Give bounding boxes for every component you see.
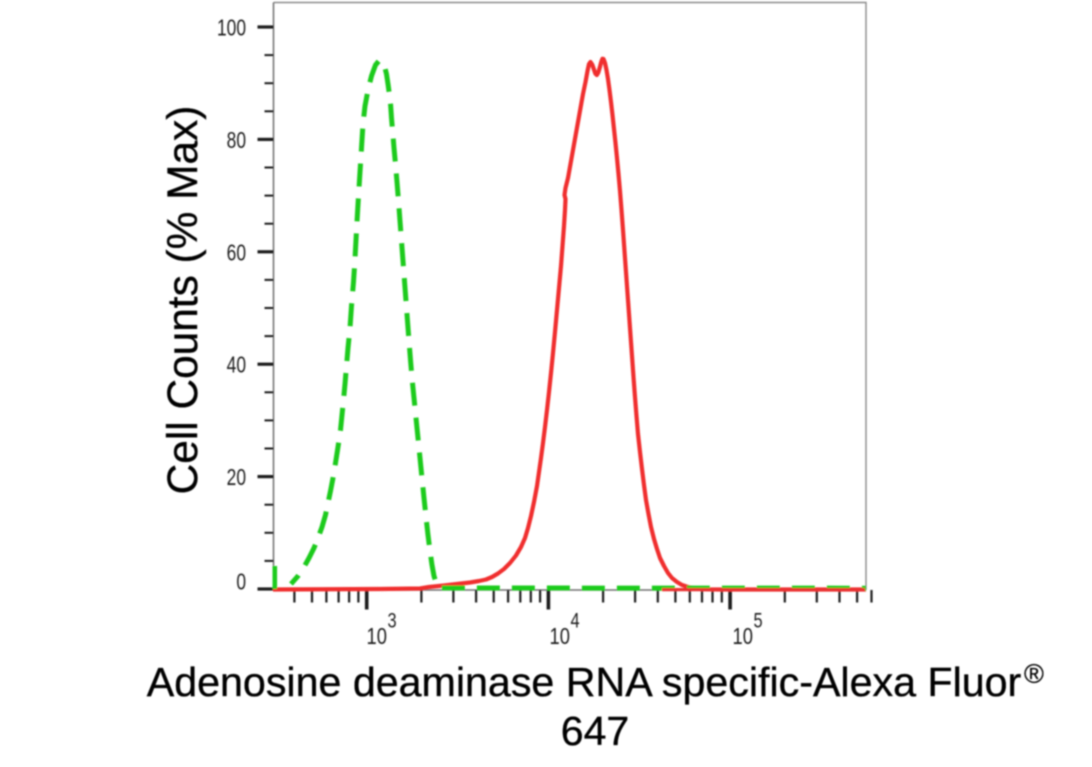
svg-text:3: 3 (388, 609, 397, 632)
svg-text:Adenosine deaminase RNA specif: Adenosine deaminase RNA specific-Alexa F… (147, 659, 1022, 705)
svg-text:100: 100 (217, 15, 246, 41)
svg-text:Cell Counts (% Max): Cell Counts (% Max) (159, 106, 206, 495)
svg-text:10: 10 (550, 624, 570, 650)
svg-text:20: 20 (227, 465, 246, 491)
svg-text:40: 40 (227, 352, 246, 378)
svg-text:10: 10 (733, 624, 753, 650)
svg-text:80: 80 (227, 127, 246, 153)
svg-text:5: 5 (754, 609, 763, 632)
svg-text:®: ® (1024, 659, 1044, 689)
svg-text:0: 0 (236, 569, 246, 595)
svg-text:647: 647 (561, 708, 629, 754)
svg-text:10: 10 (367, 624, 387, 650)
svg-text:60: 60 (227, 240, 246, 266)
svg-text:4: 4 (571, 609, 580, 632)
